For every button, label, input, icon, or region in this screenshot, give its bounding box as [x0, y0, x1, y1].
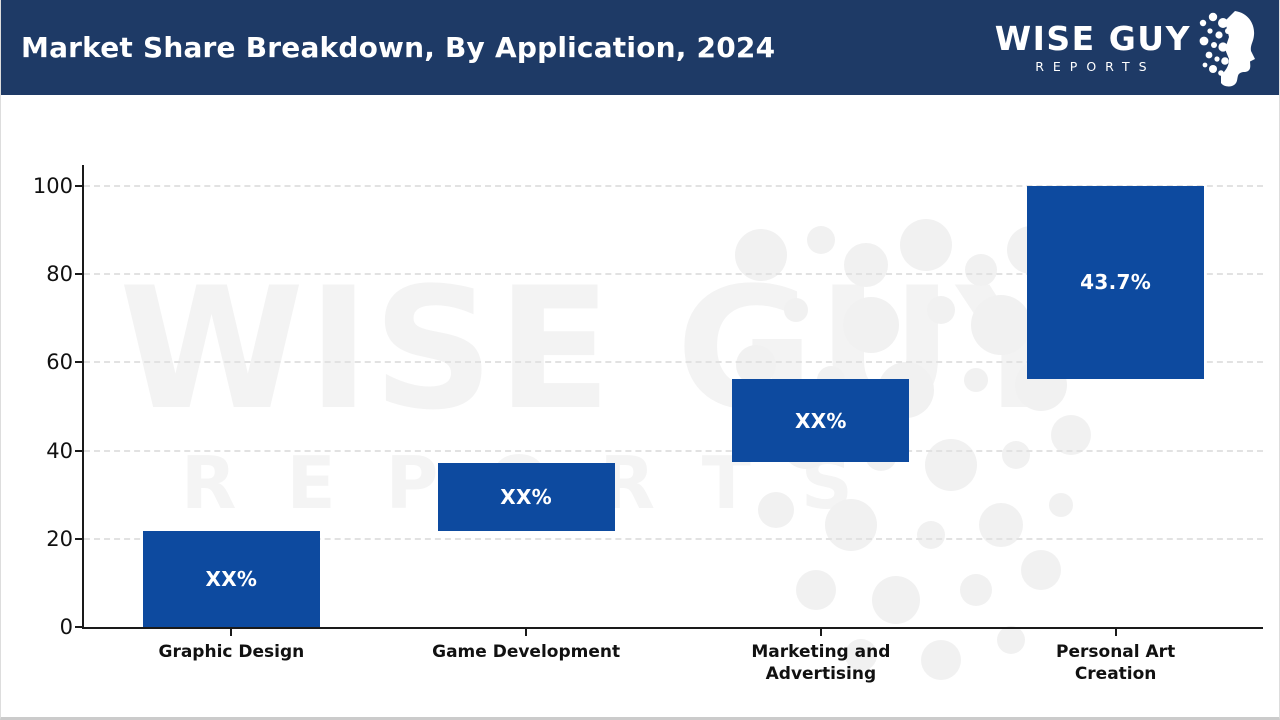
bar-value-label: XX% [205, 566, 258, 591]
gridline [84, 449, 1263, 452]
bar-segment: XX% [732, 378, 910, 463]
bar-value-label: XX% [500, 484, 553, 509]
y-tick-mark [75, 626, 83, 628]
x-tick-label: Game Development [432, 642, 621, 662]
y-tick-mark [75, 185, 83, 187]
x-tick-mark [525, 629, 528, 636]
y-tick-label: 80 [46, 262, 73, 287]
x-tick-label: Personal Art Creation [1056, 642, 1176, 685]
bar-value-label: 43.7% [1080, 270, 1152, 295]
y-tick-mark [75, 273, 83, 276]
y-tick-label: 0 [59, 615, 73, 639]
bar-segment: XX% [437, 462, 615, 531]
bar-value-label: XX% [794, 408, 847, 433]
gridline [84, 273, 1263, 276]
gridline [84, 185, 1263, 187]
x-axis-line [82, 627, 1263, 629]
x-tick-mark [819, 629, 822, 636]
y-tick-mark [75, 449, 83, 452]
x-tick-label: Graphic Design [158, 642, 305, 662]
y-tick-label: 60 [46, 350, 73, 375]
logo-face-icon [1199, 10, 1255, 86]
x-tick-mark [230, 629, 233, 636]
x-tick-mark [1114, 629, 1117, 636]
gridline [84, 537, 1263, 540]
logo-wordmark-line1: WISE GUY [994, 18, 1191, 58]
page-title: Market Share Breakdown, By Application, … [21, 31, 776, 64]
gridline [84, 361, 1263, 364]
chart-area: WISE GUY REPORTS 020406080100XX%Graphic … [1, 95, 1279, 717]
x-tick-label: Marketing and Advertising [751, 642, 891, 685]
logo-wordmark-line2: REPORTS [1035, 58, 1156, 74]
y-tick-mark [75, 361, 83, 364]
y-tick-label: 100 [32, 174, 73, 198]
y-tick-label: 20 [46, 526, 73, 551]
plot-region: 0 20 40 60 80 100 XX% Graphic Design XX% Game Dev… [1, 95, 1279, 717]
bar-segment: 43.7% [1027, 186, 1205, 379]
y-tick-label: 40 [46, 438, 73, 463]
y-tick-mark [75, 537, 83, 540]
brand-logo: WISE GUY REPORTS [995, 9, 1257, 87]
bar-segment: XX% [142, 530, 320, 627]
logo-wordmark: WISE GUY REPORTS [995, 22, 1191, 74]
y-axis-line [82, 165, 84, 629]
header: Market Share Breakdown, By Application, … [1, 0, 1279, 95]
